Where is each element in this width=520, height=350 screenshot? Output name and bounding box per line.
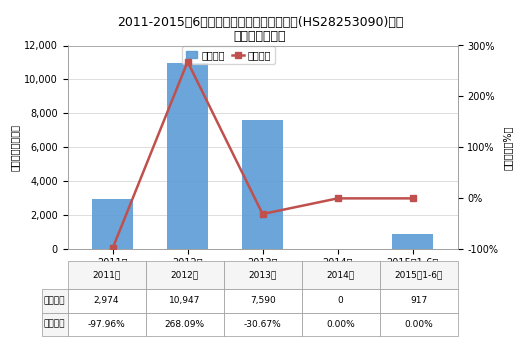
Bar: [242, 120, 283, 249]
Bar: [167, 63, 208, 249]
Text: 2011-2015年6月其他钒的氧化物及氢氧化物(HS28253090)进口: 2011-2015年6月其他钒的氧化物及氢氧化物(HS28253090)进口: [117, 16, 403, 29]
Y-axis label: 进口金额（美元）: 进口金额（美元）: [10, 124, 20, 171]
Bar: [92, 199, 133, 249]
Bar: [392, 234, 433, 249]
Y-axis label: 同比增长（%）: 同比增长（%）: [502, 125, 513, 170]
Text: 总额及增速统计: 总额及增速统计: [234, 30, 286, 43]
Legend: 进口金额, 同比增长: 进口金额, 同比增长: [181, 46, 275, 64]
